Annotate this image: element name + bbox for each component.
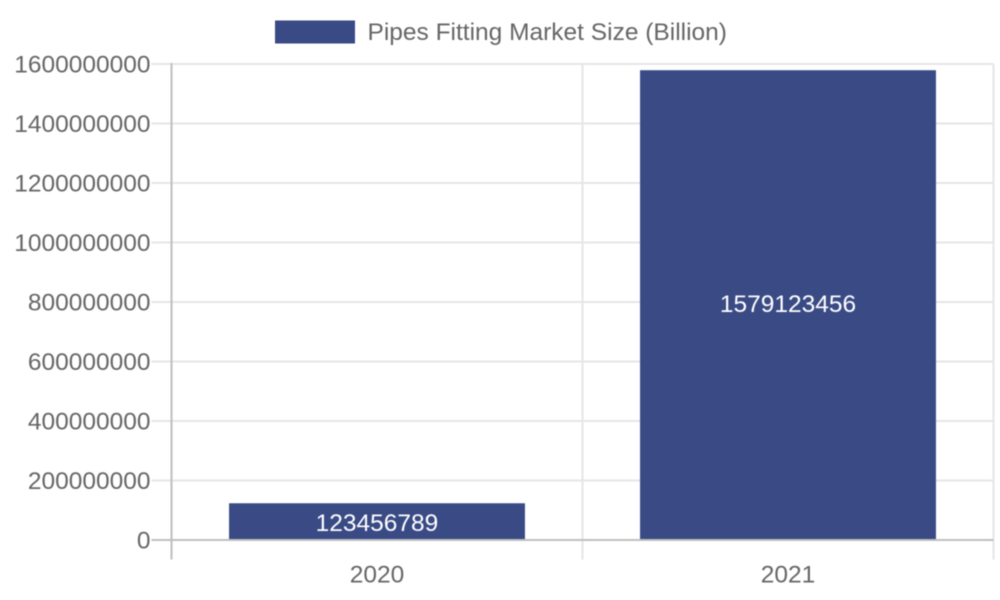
svg-text:400000000: 400000000: [28, 409, 151, 436]
svg-text:123456789: 123456789: [316, 510, 439, 537]
svg-text:200000000: 200000000: [28, 468, 151, 495]
svg-text:800000000: 800000000: [28, 290, 151, 317]
svg-text:1200000000: 1200000000: [14, 171, 150, 198]
svg-text:2021: 2021: [761, 562, 816, 589]
svg-text:1600000000: 1600000000: [14, 52, 150, 79]
svg-text:1400000000: 1400000000: [14, 111, 150, 138]
svg-text:1000000000: 1000000000: [14, 230, 150, 257]
svg-text:0: 0: [137, 528, 151, 555]
svg-text:Pipes Fitting Market Size (Bil: Pipes Fitting Market Size (Billion): [368, 19, 727, 46]
svg-text:2020: 2020: [350, 562, 405, 589]
svg-text:600000000: 600000000: [28, 349, 151, 376]
svg-text:1579123456: 1579123456: [720, 291, 856, 318]
